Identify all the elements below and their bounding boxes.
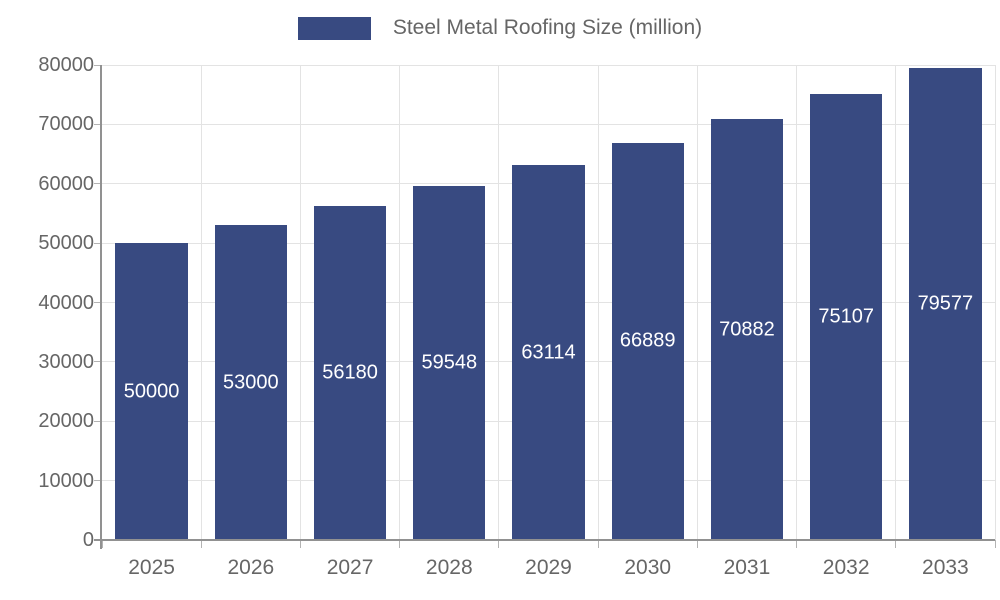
bar-2027: [313, 206, 387, 540]
x-tick-label: 2027: [326, 556, 374, 579]
x-axis-tick: [895, 540, 897, 548]
legend-swatch-icon: [297, 16, 371, 40]
x-tick-label: 2028: [425, 556, 473, 579]
y-tick-label: 30000: [38, 350, 94, 373]
bar-2028: [413, 186, 486, 540]
y-axis-line: [100, 65, 102, 549]
bar-value-label: 66889: [619, 329, 676, 352]
x-axis-tick: [597, 540, 599, 548]
x-axis-tick: [399, 540, 401, 548]
y-tick-label: 0: [82, 529, 94, 551]
x-tick-label: 2033: [922, 556, 969, 579]
bar-value-label: 59548: [421, 351, 478, 374]
y-axis-tick: [94, 361, 102, 363]
y-axis-tick: [94, 242, 102, 244]
x-gridline: [597, 65, 599, 540]
y-tick-label: 40000: [38, 291, 94, 314]
y-axis-tick: [94, 64, 102, 66]
x-gridline: [498, 65, 500, 540]
bar-2029: [512, 165, 585, 540]
bar-2032: [809, 94, 883, 540]
x-gridline: [200, 65, 202, 540]
legend-label: Steel Metal Roofing Size (million): [392, 16, 703, 39]
bar-value-label: 70882: [719, 318, 775, 341]
bar-2030: [611, 142, 684, 540]
bar-value-label: 63114: [521, 341, 576, 364]
bar-value-label: 53000: [223, 371, 279, 394]
x-gridline: [895, 65, 897, 540]
legend-item[interactable]: Steel Metal Roofing Size (million): [0, 16, 1000, 40]
y-axis-tick: [94, 183, 102, 185]
y-gridline: [102, 123, 995, 125]
x-axis-tick: [994, 540, 996, 548]
x-tick-label: 2025: [128, 556, 175, 579]
y-axis-tick: [94, 480, 102, 482]
x-gridline: [299, 65, 301, 540]
x-gridline: [399, 65, 401, 540]
x-axis-tick: [101, 540, 103, 548]
x-axis-tick: [796, 540, 798, 548]
bar-value-label: 50000: [123, 380, 180, 403]
x-axis-line: [94, 539, 995, 541]
x-tick-label: 2026: [227, 556, 275, 579]
bar-2031: [710, 119, 784, 540]
y-axis-tick: [94, 302, 102, 303]
y-axis-tick: [94, 123, 102, 125]
x-axis-tick: [200, 540, 202, 548]
bar-value-label: 75107: [818, 305, 874, 328]
x-axis-tick: [299, 540, 301, 548]
x-gridline: [696, 65, 698, 540]
x-tick-label: 2032: [822, 556, 870, 579]
x-axis-tick: [696, 540, 698, 548]
y-gridline: [102, 64, 995, 66]
bar-2026: [214, 225, 288, 540]
x-tick-label: 2029: [525, 556, 572, 579]
x-tick-label: 2030: [624, 556, 672, 579]
bar-value-label: 56180: [322, 361, 378, 384]
x-gridline: [994, 65, 996, 540]
y-tick-label: 60000: [38, 172, 94, 195]
x-gridline: [796, 65, 798, 540]
x-tick-label: 2031: [723, 556, 771, 579]
x-axis-tick: [498, 540, 500, 548]
y-tick-label: 80000: [38, 54, 94, 76]
y-tick-label: 10000: [38, 469, 94, 492]
bar-2033: [909, 67, 982, 540]
y-axis-tick: [94, 420, 102, 422]
y-tick-label: 70000: [38, 113, 94, 136]
y-tick-label: 20000: [38, 410, 94, 433]
bar-value-label: 79577: [917, 292, 974, 315]
y-tick-label: 50000: [38, 232, 94, 255]
bar-2025: [115, 243, 188, 540]
